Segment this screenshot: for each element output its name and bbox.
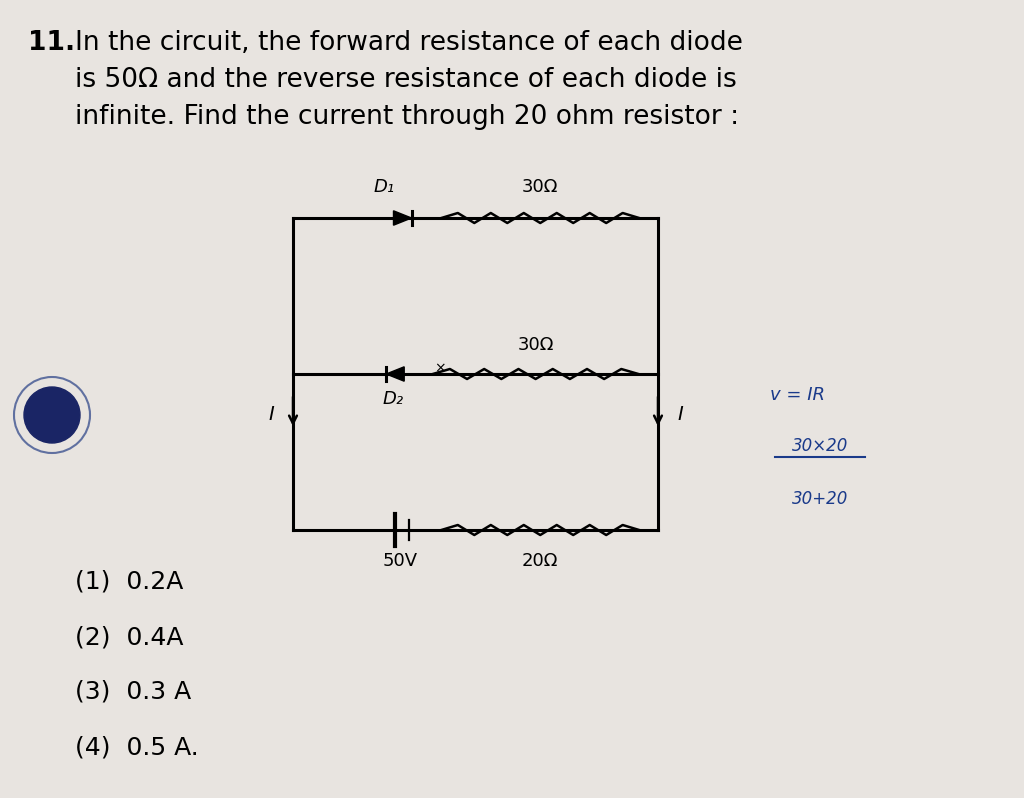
Text: (4)  0.5 A.: (4) 0.5 A. — [75, 735, 199, 759]
Polygon shape — [393, 211, 412, 225]
Text: 20Ω: 20Ω — [522, 552, 558, 570]
Text: ×: × — [434, 361, 446, 375]
Text: v = IR: v = IR — [770, 386, 825, 404]
Text: 30×20: 30×20 — [792, 437, 848, 455]
Text: (3)  0.3 A: (3) 0.3 A — [75, 680, 191, 704]
Text: I: I — [268, 405, 273, 424]
Text: In the circuit, the forward resistance of each diode
is 50Ω and the reverse resi: In the circuit, the forward resistance o… — [75, 30, 742, 130]
Text: 50V: 50V — [383, 552, 418, 570]
Text: D₁: D₁ — [374, 178, 395, 196]
Text: 30Ω: 30Ω — [522, 178, 558, 196]
Text: D₂: D₂ — [383, 390, 403, 408]
Text: 30+20: 30+20 — [792, 490, 848, 508]
Text: (2)  0.4A: (2) 0.4A — [75, 625, 183, 649]
Text: 30Ω: 30Ω — [517, 336, 554, 354]
Text: (1)  0.2A: (1) 0.2A — [75, 570, 183, 594]
Text: 11.: 11. — [28, 30, 75, 56]
Circle shape — [24, 387, 80, 443]
Text: I: I — [677, 405, 683, 424]
Polygon shape — [386, 367, 404, 381]
